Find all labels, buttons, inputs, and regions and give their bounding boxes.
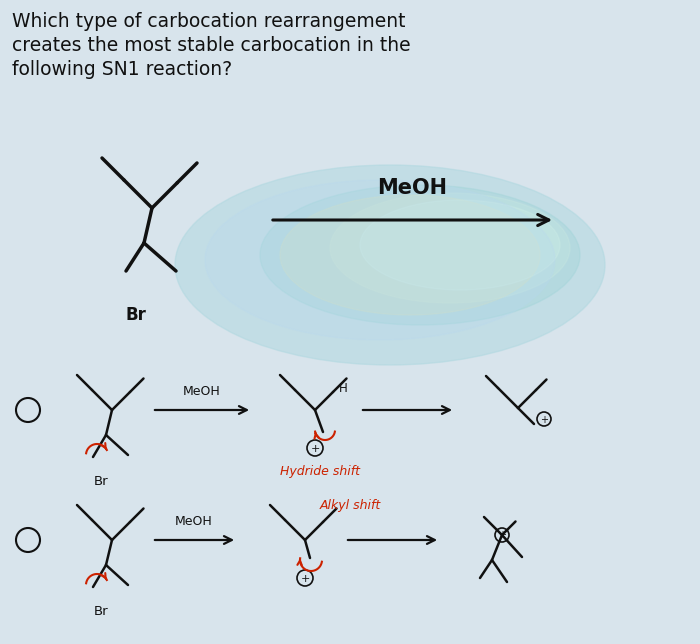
Text: MeOH: MeOH: [183, 385, 221, 398]
Text: Which type of carbocation rearrangement: Which type of carbocation rearrangement: [12, 12, 405, 31]
Text: creates the most stable carbocation in the: creates the most stable carbocation in t…: [12, 36, 411, 55]
Text: Br: Br: [94, 605, 108, 618]
Text: following SN1 reaction?: following SN1 reaction?: [12, 60, 232, 79]
Ellipse shape: [330, 193, 570, 303]
Text: Alkyl shift: Alkyl shift: [319, 499, 381, 512]
Ellipse shape: [360, 200, 560, 290]
Ellipse shape: [175, 165, 605, 365]
Text: Br: Br: [125, 306, 146, 324]
Ellipse shape: [260, 185, 580, 325]
Ellipse shape: [280, 195, 540, 315]
Text: +: +: [540, 415, 548, 424]
Text: +: +: [310, 444, 320, 453]
Text: +: +: [300, 574, 309, 583]
Text: H: H: [339, 381, 347, 395]
Ellipse shape: [205, 180, 555, 340]
Text: MeOH: MeOH: [377, 178, 447, 198]
Text: +: +: [498, 531, 506, 540]
Text: Br: Br: [94, 475, 108, 488]
Text: MeOH: MeOH: [175, 515, 213, 528]
Text: Hydride shift: Hydride shift: [280, 465, 360, 478]
